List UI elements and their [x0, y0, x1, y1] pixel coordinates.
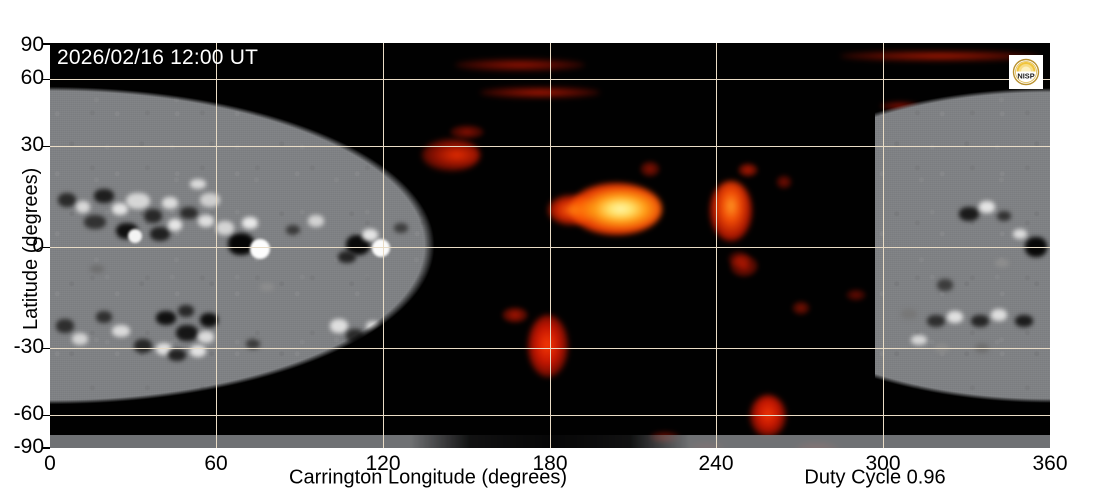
polar-streak-blob — [480, 87, 600, 98]
svg-text:NISP: NISP — [1017, 72, 1034, 81]
active-region-blob — [548, 195, 594, 225]
plage-blob — [730, 255, 758, 277]
y-tick-mark — [42, 348, 50, 349]
y-tick-label: 90 — [20, 33, 44, 56]
polar-streak-blob — [455, 59, 585, 71]
y-tick-mark — [42, 415, 50, 416]
magnetogram-observed-left — [50, 43, 435, 448]
y-axis-label: Latitude (degrees) — [20, 167, 42, 330]
x-tick-label: 240 — [698, 452, 734, 475]
gridline-vertical — [550, 43, 551, 448]
x-tick-label: 180 — [532, 452, 568, 475]
active-region-blob — [710, 181, 752, 241]
gridline-horizontal — [50, 247, 1050, 248]
duty-cycle-label: Duty Cycle 0.96 — [804, 466, 946, 489]
plage-blob — [738, 163, 758, 177]
gridline-vertical — [216, 43, 217, 448]
active-region-blob — [750, 395, 786, 437]
plage-blob — [502, 307, 528, 323]
plage-blob — [792, 301, 810, 315]
magnetogram-observed-right — [875, 43, 1050, 448]
x-tick-label: 360 — [1032, 452, 1068, 475]
y-tick-label: -30 — [13, 335, 44, 358]
y-tick-label: -60 — [13, 402, 44, 425]
x-axis-label: Carrington Longitude (degrees) — [289, 466, 567, 489]
x-tick-label: 300 — [865, 452, 901, 475]
x-tick-label: 120 — [365, 452, 401, 475]
y-tick-label: -90 — [13, 435, 44, 458]
y-tick-mark — [42, 43, 50, 45]
x-tick-label: 60 — [204, 452, 228, 475]
gridline-horizontal — [50, 79, 1050, 80]
y-tick-label: 60 — [20, 66, 44, 89]
nisp-logo: NISP — [1009, 55, 1043, 89]
plage-blob — [450, 125, 484, 139]
gridline-vertical — [883, 43, 884, 448]
y-tick-mark — [42, 146, 50, 147]
gridline-horizontal — [50, 348, 1050, 349]
y-tick-mark — [42, 247, 50, 248]
gridline-horizontal — [50, 146, 1050, 147]
gridline-vertical — [716, 43, 717, 448]
y-tick-mark — [42, 79, 50, 80]
gridline-vertical — [383, 43, 384, 448]
plage-blob — [846, 289, 866, 301]
y-tick-label: 0 — [32, 234, 44, 257]
gridline-horizontal — [50, 415, 1050, 416]
plage-blob — [640, 161, 660, 177]
x-tick-label: 0 — [44, 452, 56, 475]
timestamp-label: 2026/02/16 12:00 UT — [57, 46, 259, 69]
plot-area[interactable]: 2026/02/16 12:00 UT NISP — [50, 43, 1050, 448]
y-tick-label: 30 — [20, 133, 44, 156]
active-region-blob — [528, 315, 568, 377]
plage-blob — [776, 175, 792, 189]
y-tick-mark — [42, 447, 50, 449]
